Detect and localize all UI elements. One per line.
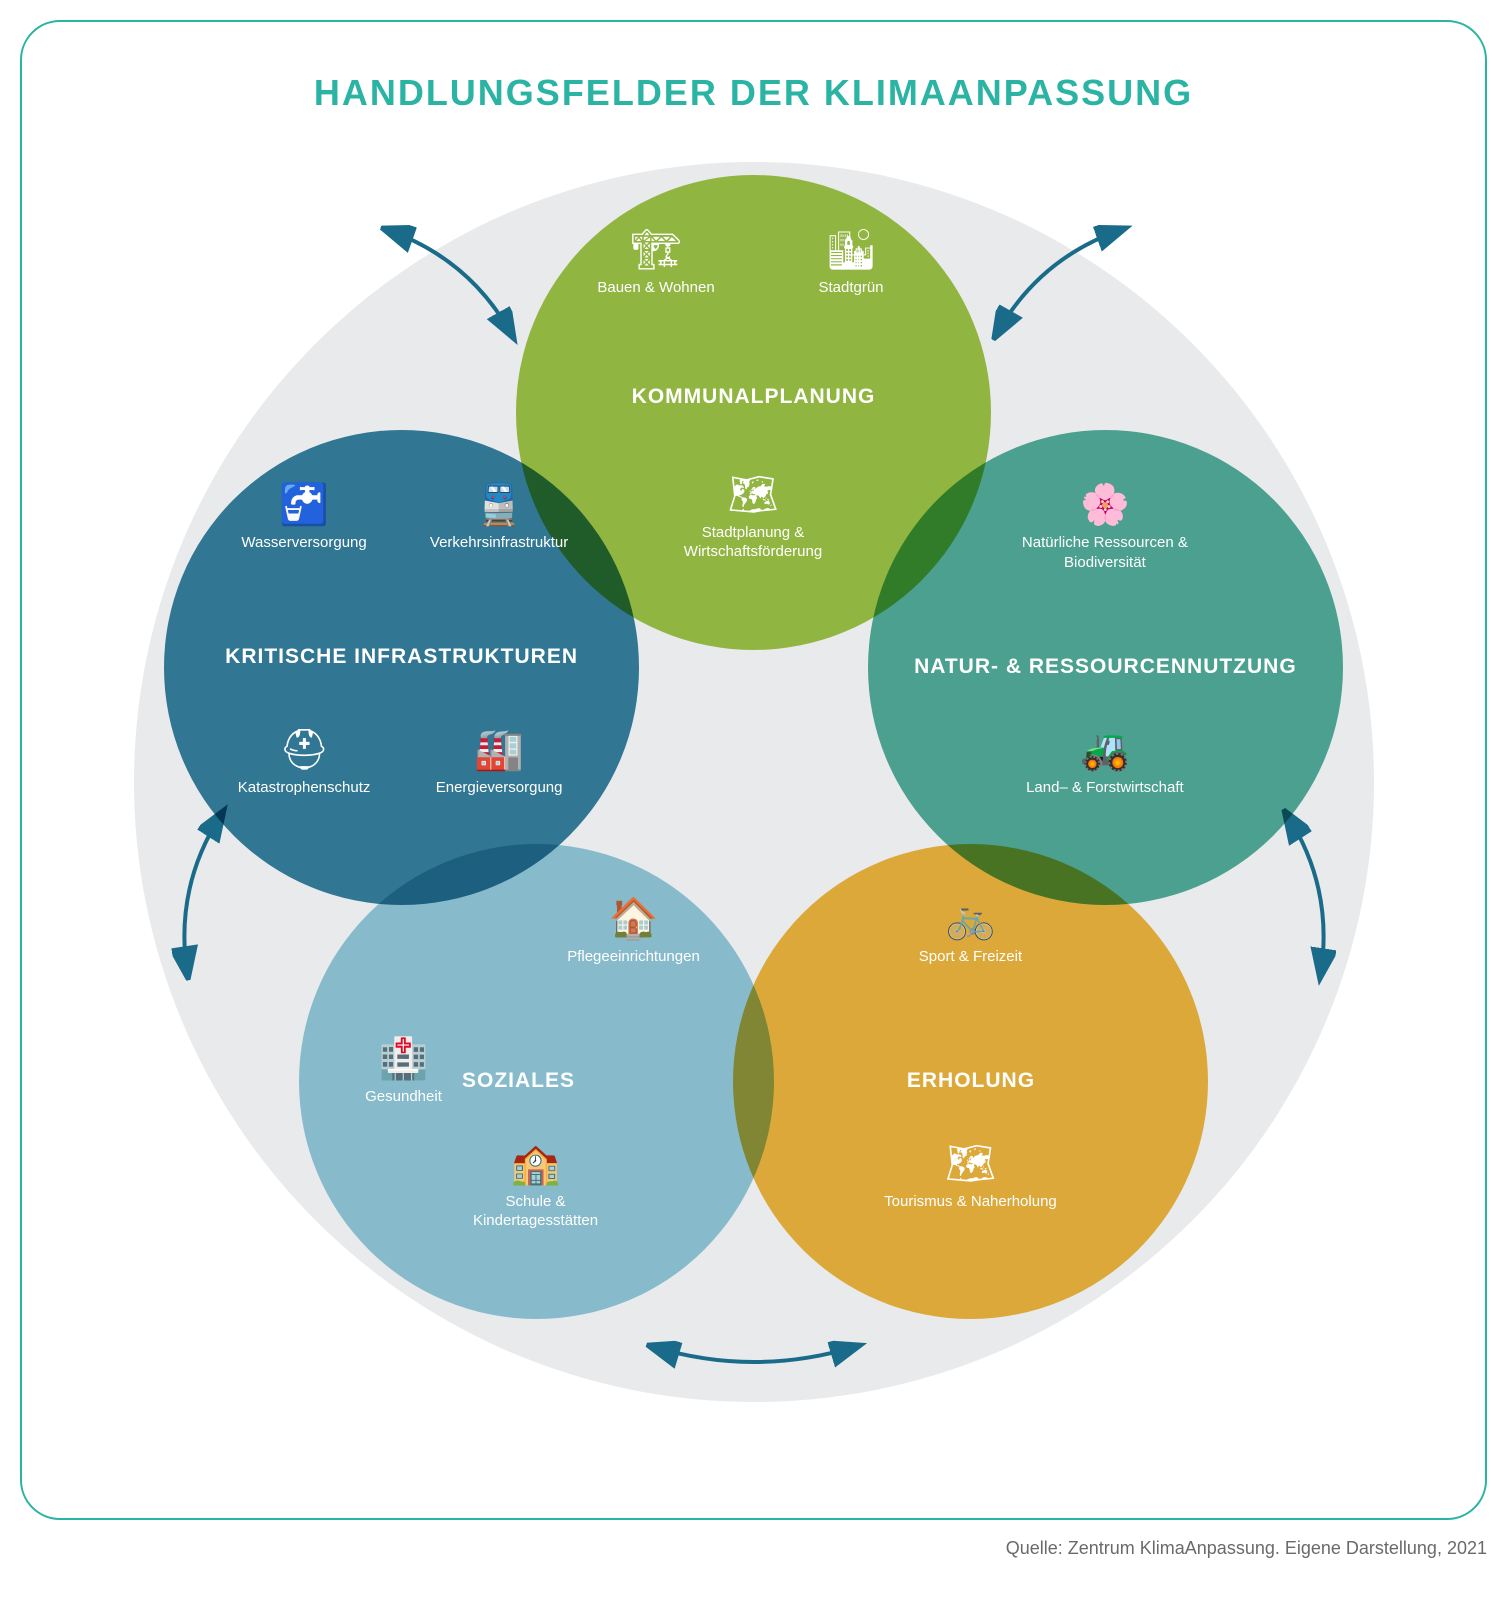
item-soziales-0: 🏥 Gesundheit (314, 1039, 494, 1107)
arrow-bottom (634, 1327, 874, 1387)
item-label: Verkehrsinfrastruktur (409, 533, 589, 553)
item-label: Gesundheit (314, 1087, 494, 1107)
item-kommunalplanung-1: 🏙 Stadtgrün (761, 230, 941, 298)
item-label: Natürliche Ressourcen & Biodiversität (1015, 533, 1195, 572)
item-label: Stadtgrün (761, 278, 941, 298)
item-soziales-2: 🏫 Schule & Kindertagesstätten (446, 1144, 626, 1231)
item-label: Sport & Freizeit (880, 947, 1060, 967)
ring-content-kritische: KRITISCHE INFRASTRUKTUREN 🚰 Wasserversorgu… (164, 430, 639, 905)
ring-content-soziales: SOZIALES🏥Gesundheit🏠Pflegeeinrichtungen🏫… (299, 844, 774, 1319)
ring-content-natur: NATUR- & RESSOURCENNUTZUNG 🌸 Natürliche Re… (868, 430, 1343, 905)
item-label: Pflegeeinrichtungen (544, 947, 724, 967)
item-label: Tourismus & Naherholung (880, 1192, 1060, 1212)
item-label: Land– & Forstwirtschaft (1015, 778, 1195, 798)
item-label: Stadtplanung & Wirtschaftsförderung (663, 523, 843, 562)
ring-content-erholung: ERHOLUNG 🚲 Sport & Freizeit 🗺 Tourismus & Na… (733, 844, 1208, 1319)
page-title: HANDLUNGSFELDER DER KLIMAANPASSUNG (62, 72, 1445, 114)
diagram-canvas: KOMMUNALPLANUNG 🏗 Bauen & Wohnen 🏙 Stadtgrün… (94, 132, 1414, 1452)
ring-title-erholung: ERHOLUNG (733, 1069, 1208, 1093)
item-kritische-0: 🚰 Wasserversorgung (214, 485, 394, 553)
kommunalplanung-2-icon: 🗺 (663, 475, 843, 515)
item-kritische-3: 🏭 Energieversorgung (409, 730, 589, 798)
soziales-2-icon: 🏫 (446, 1144, 626, 1184)
kommunalplanung-0-icon: 🏗 (566, 230, 746, 270)
item-kommunalplanung-2: 🗺 Stadtplanung & Wirtschaftsförderung (663, 475, 843, 562)
kritische-0-icon: 🚰 (214, 485, 394, 525)
item-label: Energieversorgung (409, 778, 589, 798)
kritische-1-icon: 🚆 (409, 485, 589, 525)
item-label: Bauen & Wohnen (566, 278, 746, 298)
item-natur-1: 🚜 Land– & Forstwirtschaft (1015, 730, 1195, 798)
item-kritische-1: 🚆 Verkehrsinfrastruktur (409, 485, 589, 553)
item-kommunalplanung-0: 🏗 Bauen & Wohnen (566, 230, 746, 298)
item-soziales-1: 🏠Pflegeeinrichtungen (544, 899, 724, 967)
soziales-0-icon: 🏥 (314, 1039, 494, 1079)
erholung-0-icon: 🚲 (880, 899, 1060, 939)
item-label: Katastrophenschutz (214, 778, 394, 798)
item-label: Schule & Kindertagesstätten (446, 1192, 626, 1231)
erholung-1-icon: 🗺 (880, 1144, 1060, 1184)
kritische-3-icon: 🏭 (409, 730, 589, 770)
natur-1-icon: 🚜 (1015, 730, 1195, 770)
kommunalplanung-1-icon: 🏙 (761, 230, 941, 270)
item-natur-0: 🌸 Natürliche Ressourcen & Biodiversität (1015, 485, 1195, 572)
ring-title-kritische: KRITISCHE INFRASTRUKTUREN (164, 645, 639, 669)
item-erholung-0: 🚲 Sport & Freizeit (880, 899, 1060, 967)
ring-title-kommunalplanung: KOMMUNALPLANUNG (516, 385, 991, 409)
source-citation: Quelle: Zentrum KlimaAnpassung. Eigene D… (20, 1538, 1487, 1559)
item-kritische-2: ⛑ Katastrophenschutz (214, 730, 394, 798)
ring-title-natur: NATUR- & RESSOURCENNUTZUNG (868, 655, 1343, 679)
item-erholung-1: 🗺 Tourismus & Naherholung (880, 1144, 1060, 1212)
item-label: Wasserversorgung (214, 533, 394, 553)
natur-0-icon: 🌸 (1015, 485, 1195, 525)
kritische-2-icon: ⛑ (214, 730, 394, 770)
infographic-frame: HANDLUNGSFELDER DER KLIMAANPASSUNG (20, 20, 1487, 1520)
